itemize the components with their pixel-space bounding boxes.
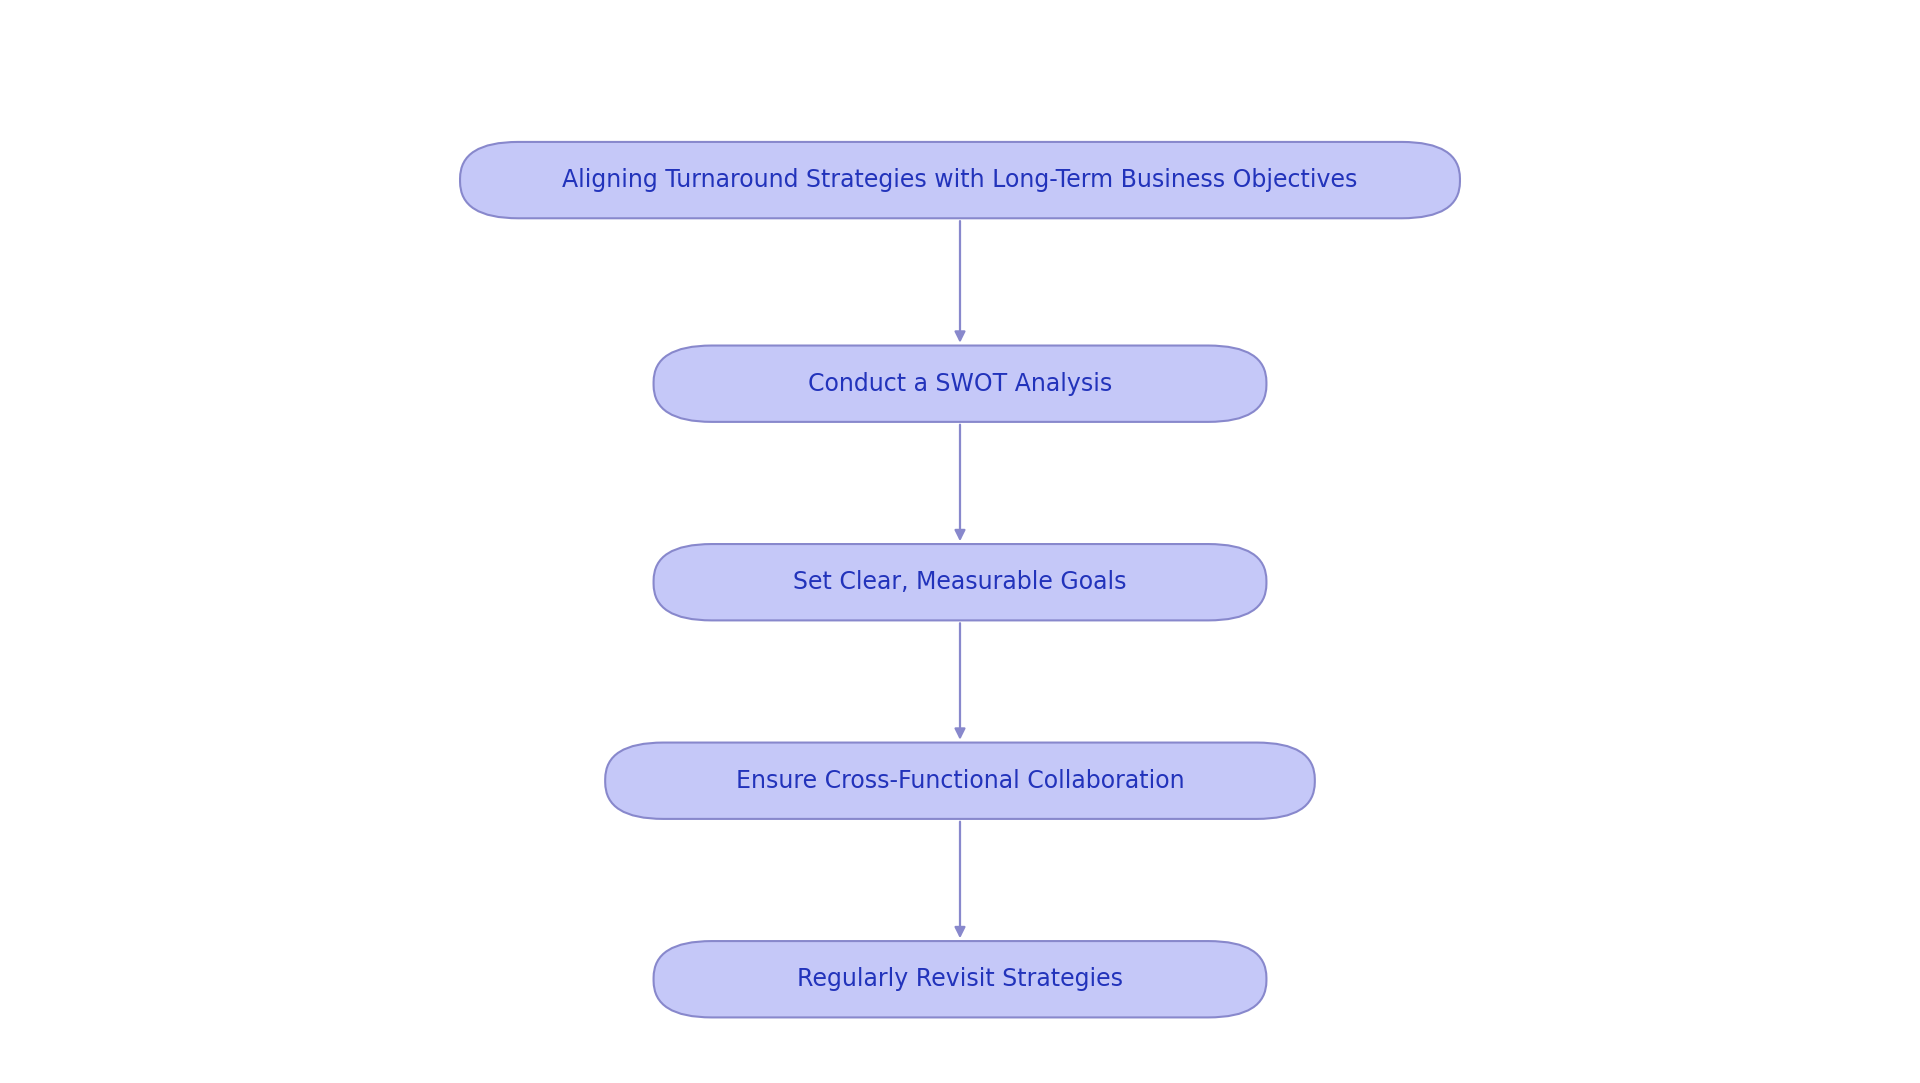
Text: Set Clear, Measurable Goals: Set Clear, Measurable Goals — [793, 571, 1127, 595]
FancyBboxPatch shape — [605, 743, 1315, 819]
Text: Conduct a SWOT Analysis: Conduct a SWOT Analysis — [808, 371, 1112, 395]
FancyBboxPatch shape — [653, 941, 1267, 1017]
FancyBboxPatch shape — [653, 345, 1267, 422]
FancyBboxPatch shape — [653, 544, 1267, 621]
Text: Ensure Cross-Functional Collaboration: Ensure Cross-Functional Collaboration — [735, 769, 1185, 793]
FancyBboxPatch shape — [461, 142, 1459, 219]
Text: Aligning Turnaround Strategies with Long-Term Business Objectives: Aligning Turnaround Strategies with Long… — [563, 168, 1357, 192]
Text: Regularly Revisit Strategies: Regularly Revisit Strategies — [797, 967, 1123, 991]
